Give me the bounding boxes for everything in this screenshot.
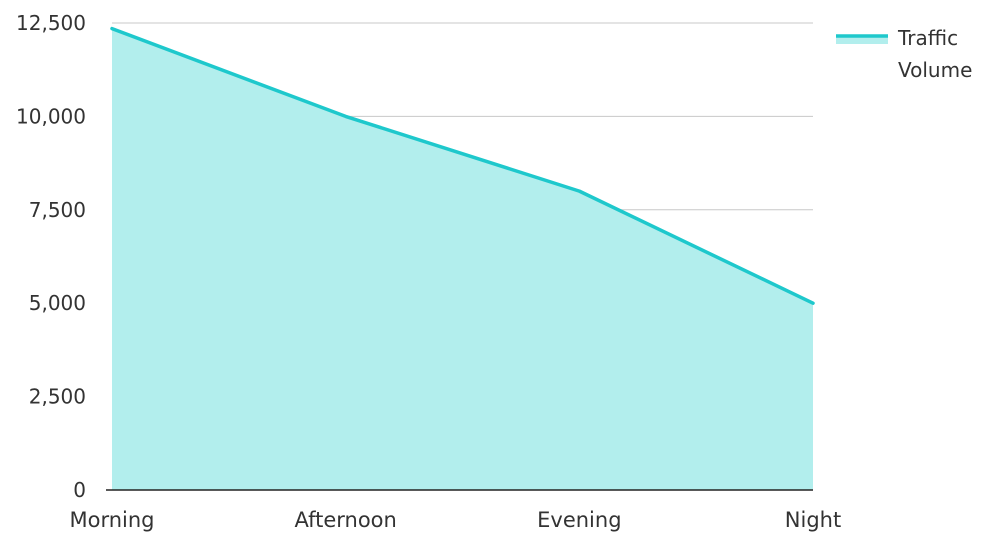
- y-tick-label: 2,500: [29, 385, 86, 409]
- x-tick-label: Afternoon: [294, 508, 396, 532]
- x-tick-label: Morning: [69, 508, 154, 532]
- x-axis-tick-labels: Morning Afternoon Evening Night: [69, 508, 841, 532]
- x-tick-label: Evening: [537, 508, 621, 532]
- series-area-layer: [112, 29, 813, 490]
- y-tick-label: 0: [73, 478, 86, 502]
- y-tick-label: 10,000: [16, 104, 86, 128]
- y-tick-label: 12,500: [16, 11, 86, 35]
- y-axis-tick-labels: 0 2,500 5,000 7,500 10,000 12,500: [16, 11, 86, 502]
- series-area-fill: [112, 29, 813, 490]
- y-tick-label: 7,500: [29, 198, 86, 222]
- x-tick-label: Night: [785, 508, 841, 532]
- y-tick-label: 5,000: [29, 291, 86, 315]
